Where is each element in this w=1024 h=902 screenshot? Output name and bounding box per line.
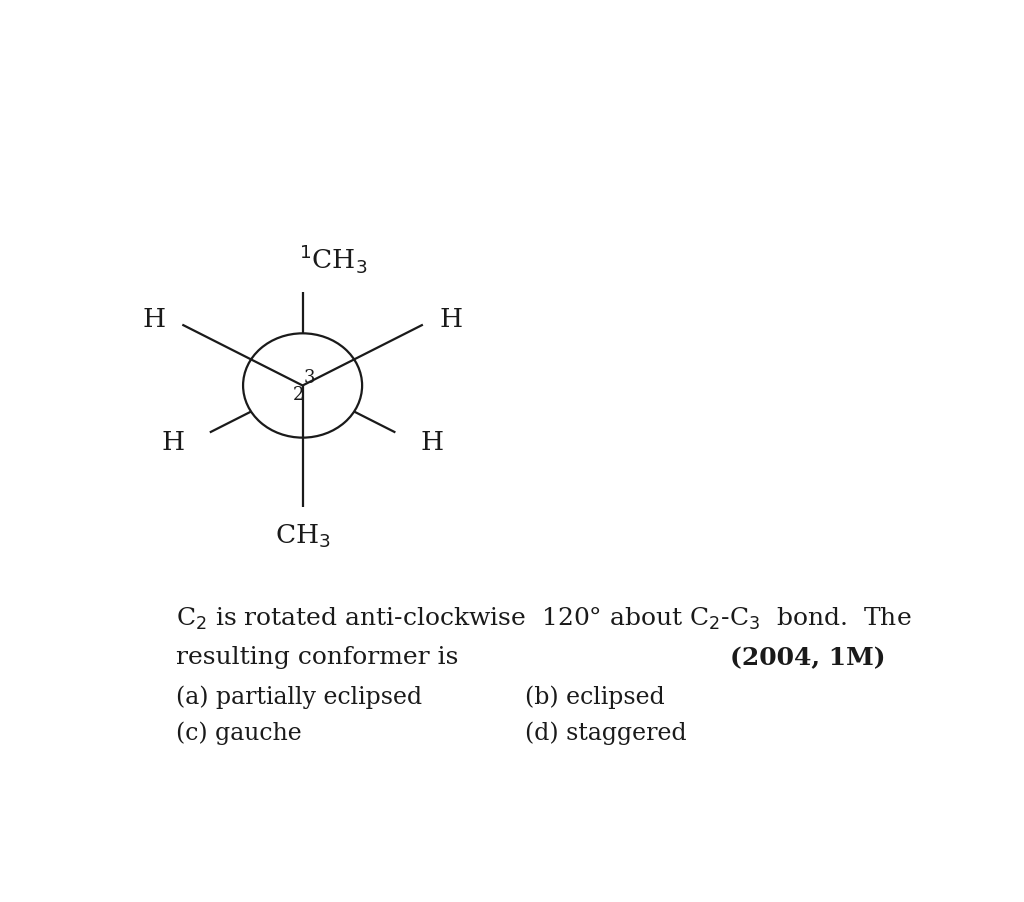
Text: H: H (420, 430, 443, 455)
Text: 2: 2 (293, 385, 304, 403)
Text: (2004, 1M): (2004, 1M) (730, 645, 886, 669)
Text: H: H (142, 307, 165, 332)
Text: (a) partially eclipsed: (a) partially eclipsed (176, 685, 422, 708)
Circle shape (243, 334, 362, 438)
Text: (d) staggered: (d) staggered (524, 721, 686, 744)
Text: H: H (440, 307, 463, 332)
Text: CH$_3$: CH$_3$ (274, 522, 331, 549)
Text: (b) eclipsed: (b) eclipsed (524, 685, 665, 708)
Text: $^1$CH$_3$: $^1$CH$_3$ (299, 242, 367, 275)
Text: 3: 3 (303, 369, 314, 387)
Text: (c) gauche: (c) gauche (176, 721, 301, 744)
Text: resulting conformer is: resulting conformer is (176, 645, 458, 668)
Text: C$_2$ is rotated anti-clockwise  120° about C$_2$-C$_3$  bond.  The: C$_2$ is rotated anti-clockwise 120° abo… (176, 605, 911, 631)
Text: H: H (162, 430, 185, 455)
